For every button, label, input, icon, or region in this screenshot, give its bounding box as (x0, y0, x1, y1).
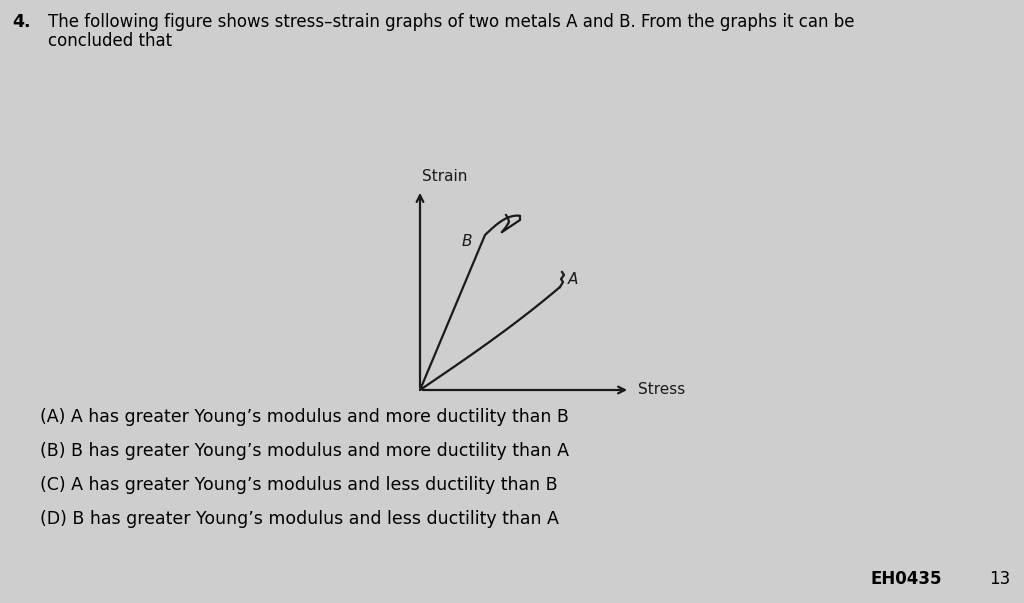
Text: (B) B has greater Young’s modulus and more ductility than A: (B) B has greater Young’s modulus and mo… (40, 442, 569, 460)
Text: B: B (462, 235, 472, 250)
Text: 4.: 4. (12, 13, 31, 31)
Text: concluded that: concluded that (48, 32, 172, 50)
Text: Stress: Stress (638, 382, 685, 397)
Text: (A) A has greater Young’s modulus and more ductility than B: (A) A has greater Young’s modulus and mo… (40, 408, 569, 426)
Text: The following figure shows stress–strain graphs of two metals A and B. From the : The following figure shows stress–strain… (48, 13, 854, 31)
Text: A: A (568, 271, 579, 286)
Text: (D) B has greater Young’s modulus and less ductility than A: (D) B has greater Young’s modulus and le… (40, 510, 559, 528)
Text: 13: 13 (989, 570, 1010, 588)
Text: Strain: Strain (422, 169, 467, 184)
Text: (C) A has greater Young’s modulus and less ductility than B: (C) A has greater Young’s modulus and le… (40, 476, 558, 494)
Text: EH0435: EH0435 (870, 570, 941, 588)
